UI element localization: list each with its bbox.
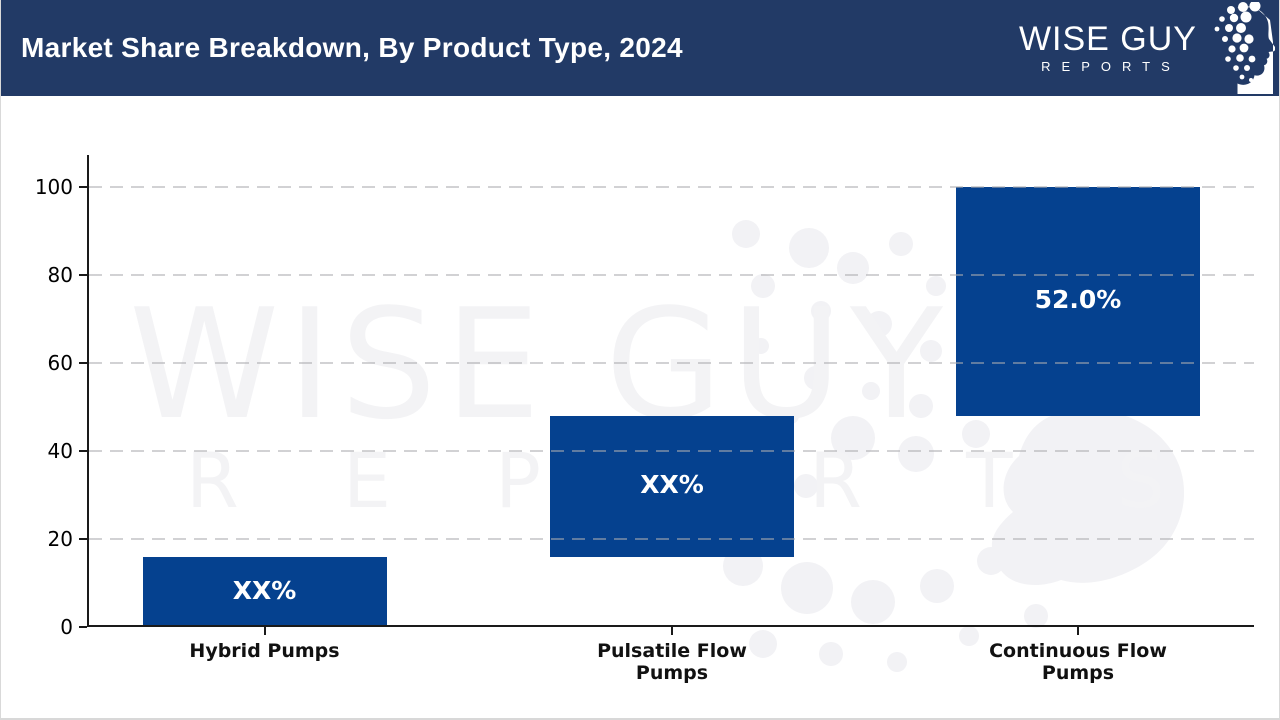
logo-wordmark: WISE GUY: [1018, 20, 1197, 58]
dotted-face-icon: [1214, 2, 1275, 94]
y-tick-mark: [79, 626, 87, 628]
bar-continuous-flow-pumps: [956, 187, 1200, 416]
gridline-100: [89, 186, 1254, 188]
gridline-60: [89, 362, 1254, 364]
bar-value-label: XX%: [232, 575, 297, 605]
y-tick-mark: [79, 362, 87, 364]
x-tick-mark: [1077, 627, 1079, 635]
y-tick-label: 60: [47, 351, 73, 375]
y-tick-label: 80: [47, 263, 73, 287]
wise-guy-reports-logo: WISE GUY REPORTS: [1019, 0, 1275, 96]
x-axis-line: [87, 625, 1254, 627]
y-tick-label: 20: [47, 527, 73, 551]
x-tick-mark: [671, 627, 673, 635]
bar-value-label: 52.0%: [1034, 285, 1122, 315]
bar-hybrid-pumps: [142, 556, 387, 627]
y-tick-mark: [79, 274, 87, 276]
bar-pulsatile-flow-pumps: [550, 415, 794, 557]
chart-area: WISE GUY R E P O R T S 020406080100XX%Hy…: [1, 96, 1279, 718]
y-tick-mark: [79, 186, 87, 188]
y-tick-label: 100: [34, 175, 73, 199]
gridline-20: [89, 538, 1254, 540]
watermark-wordmark: WISE GUY: [129, 276, 951, 453]
y-tick-mark: [79, 538, 87, 540]
header-band: Market Share Breakdown, By Product Type,…: [1, 0, 1279, 96]
y-tick-mark: [79, 450, 87, 452]
y-tick-label: 0: [60, 615, 73, 639]
page-title: Market Share Breakdown, By Product Type,…: [21, 32, 683, 63]
bar-value-label: XX%: [640, 470, 704, 500]
x-tick-mark: [263, 627, 266, 635]
y-axis-line: [87, 155, 89, 627]
category-label: Pulsatile Flow Pumps: [597, 640, 747, 684]
y-tick-label: 40: [47, 439, 73, 463]
gridline-80: [89, 274, 1254, 276]
category-label: Continuous Flow Pumps: [989, 640, 1167, 684]
category-label: Hybrid Pumps: [189, 640, 340, 662]
logo-subtitle: REPORTS: [1041, 59, 1181, 74]
gridline-40: [89, 450, 1254, 452]
